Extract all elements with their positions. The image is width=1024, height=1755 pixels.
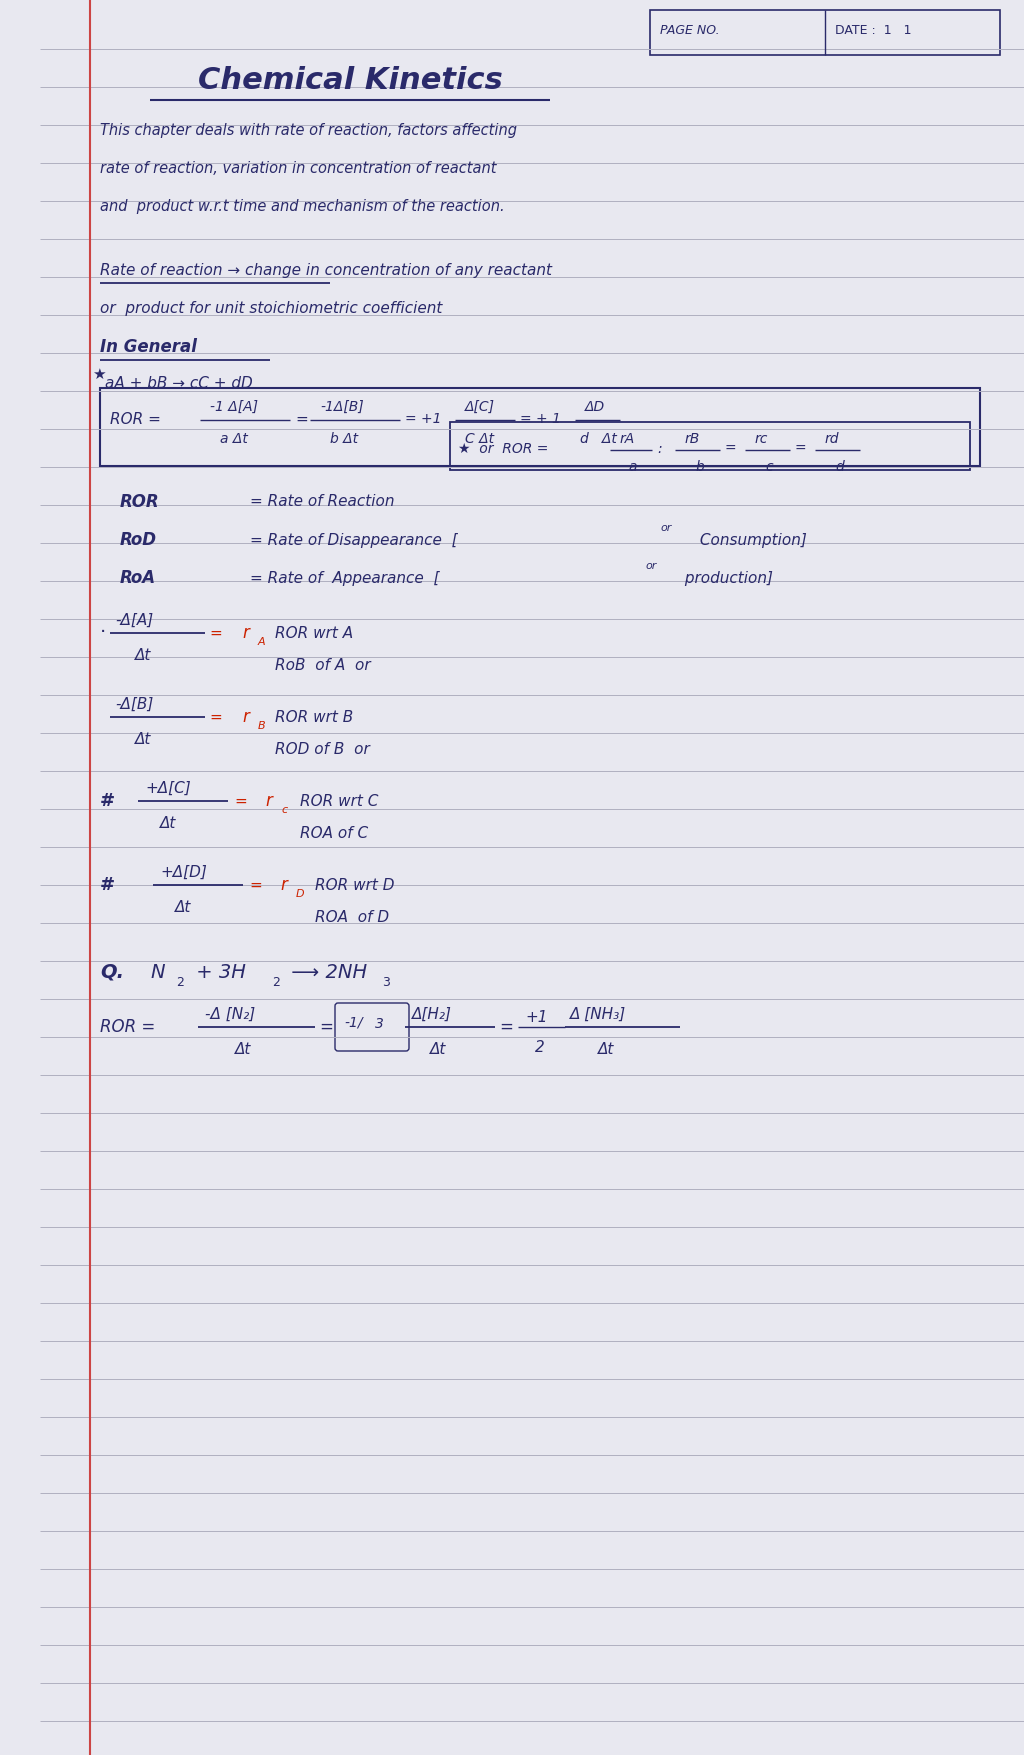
Text: d   Δt: d Δt <box>580 432 616 446</box>
Text: Δt: Δt <box>598 1041 614 1057</box>
Text: =: = <box>234 793 253 807</box>
Text: =: = <box>250 878 267 892</box>
Text: -Δ [N₂]: -Δ [N₂] <box>205 1006 255 1021</box>
Text: RoD: RoD <box>120 530 157 549</box>
Text: Δ[C]: Δ[C] <box>465 400 495 414</box>
Text: Δt: Δt <box>234 1041 251 1057</box>
Text: + 3H: + 3H <box>190 962 246 981</box>
Text: ROD of B  or: ROD of B or <box>275 741 370 756</box>
Text: =: = <box>210 625 227 641</box>
Text: Δt: Δt <box>430 1041 446 1057</box>
Text: a Δt: a Δt <box>220 432 248 446</box>
Text: c: c <box>765 460 773 474</box>
Text: ROR wrt C: ROR wrt C <box>300 793 379 807</box>
Text: or: or <box>645 560 656 570</box>
Text: 2: 2 <box>272 976 280 988</box>
Text: 3: 3 <box>375 1016 384 1030</box>
Text: ROR: ROR <box>120 493 160 511</box>
Text: ★: ★ <box>92 367 105 381</box>
Text: Q.: Q. <box>100 962 124 981</box>
Text: = + 1: = + 1 <box>520 412 561 426</box>
Text: ·: · <box>100 623 106 642</box>
Text: RoA: RoA <box>120 569 156 586</box>
Text: rate of reaction, variation in concentration of reactant: rate of reaction, variation in concentra… <box>100 161 497 177</box>
Text: Δt: Δt <box>160 814 176 830</box>
Text: ⟶ 2NH: ⟶ 2NH <box>285 962 368 981</box>
Text: Δ [NH₃]: Δ [NH₃] <box>570 1006 627 1021</box>
Text: D: D <box>296 888 304 899</box>
Text: Δ[H₂]: Δ[H₂] <box>412 1006 452 1021</box>
Text: =: = <box>725 442 736 456</box>
Text: ΔD: ΔD <box>585 400 605 414</box>
Text: =: = <box>319 1018 339 1035</box>
Text: Consumption]: Consumption] <box>695 532 807 548</box>
Text: A: A <box>258 637 265 646</box>
Text: Δt: Δt <box>135 732 152 746</box>
Text: -1 Δ[A]: -1 Δ[A] <box>210 400 258 414</box>
Text: r: r <box>280 876 287 893</box>
Text: ROA  of D: ROA of D <box>315 909 389 923</box>
Text: 2: 2 <box>176 976 184 988</box>
Text: b Δt: b Δt <box>330 432 358 446</box>
Text: +Δ[D]: +Δ[D] <box>160 863 207 879</box>
Text: In General: In General <box>100 337 197 356</box>
Text: a: a <box>628 460 637 474</box>
Text: C Δt: C Δt <box>465 432 495 446</box>
Text: +1: +1 <box>525 1009 548 1023</box>
Text: +Δ[C]: +Δ[C] <box>145 779 190 795</box>
Text: rA: rA <box>620 432 635 446</box>
Text: c: c <box>281 804 287 814</box>
Text: Chemical Kinetics: Chemical Kinetics <box>198 67 503 95</box>
Text: DATE :  1   1: DATE : 1 1 <box>835 25 911 37</box>
Text: aA + bB → cC + dD: aA + bB → cC + dD <box>105 376 253 391</box>
Text: ROR =: ROR = <box>110 411 166 426</box>
Text: or: or <box>660 523 672 534</box>
Text: d: d <box>835 460 844 474</box>
Text: Δt: Δt <box>135 648 152 662</box>
Text: 2: 2 <box>535 1039 545 1055</box>
Text: =: = <box>295 411 308 426</box>
Text: r: r <box>265 792 272 809</box>
Text: RoB  of A  or: RoB of A or <box>275 656 371 672</box>
Text: N: N <box>150 962 165 981</box>
Text: =: = <box>210 709 227 725</box>
Text: Rate of reaction → change in concentration of any reactant: Rate of reaction → change in concentrati… <box>100 263 552 279</box>
Text: =: = <box>795 442 807 456</box>
Text: or  product for unit stoichiometric coefficient: or product for unit stoichiometric coeff… <box>100 302 442 316</box>
Text: PAGE NO.: PAGE NO. <box>660 25 720 37</box>
Text: r: r <box>242 707 249 725</box>
Text: ROR =: ROR = <box>100 1018 161 1035</box>
Text: rd: rd <box>825 432 840 446</box>
Text: b: b <box>695 460 703 474</box>
Text: #: # <box>100 876 115 893</box>
Text: -Δ[B]: -Δ[B] <box>115 697 154 711</box>
Text: ROR wrt D: ROR wrt D <box>315 878 394 892</box>
Text: rB: rB <box>685 432 700 446</box>
Text: = Rate of Disappearance  [: = Rate of Disappearance [ <box>250 532 458 548</box>
Text: ★  or  ROR =: ★ or ROR = <box>458 442 553 456</box>
Text: = +1: = +1 <box>406 412 441 426</box>
Text: rc: rc <box>755 432 768 446</box>
Text: production]: production] <box>680 570 773 584</box>
Text: B: B <box>258 721 265 730</box>
Text: r: r <box>242 623 249 642</box>
Text: -1Δ[B]: -1Δ[B] <box>319 400 364 414</box>
Text: Δt: Δt <box>175 899 191 914</box>
Text: 3: 3 <box>382 976 390 988</box>
Text: ROR wrt A: ROR wrt A <box>275 625 353 641</box>
Text: ROA of C: ROA of C <box>300 825 368 841</box>
Text: -1/: -1/ <box>344 1014 362 1028</box>
Text: #: # <box>100 792 115 809</box>
Text: and  product w.r.t time and mechanism of the reaction.: and product w.r.t time and mechanism of … <box>100 200 505 214</box>
Text: =: = <box>500 1018 519 1035</box>
Text: :: : <box>657 442 662 456</box>
Text: ROR wrt B: ROR wrt B <box>275 709 353 725</box>
Text: -Δ[A]: -Δ[A] <box>115 612 154 627</box>
Text: = Rate of  Appearance  [: = Rate of Appearance [ <box>250 570 439 584</box>
Text: This chapter deals with rate of reaction, factors affecting: This chapter deals with rate of reaction… <box>100 123 517 139</box>
Text: = Rate of Reaction: = Rate of Reaction <box>250 495 394 509</box>
